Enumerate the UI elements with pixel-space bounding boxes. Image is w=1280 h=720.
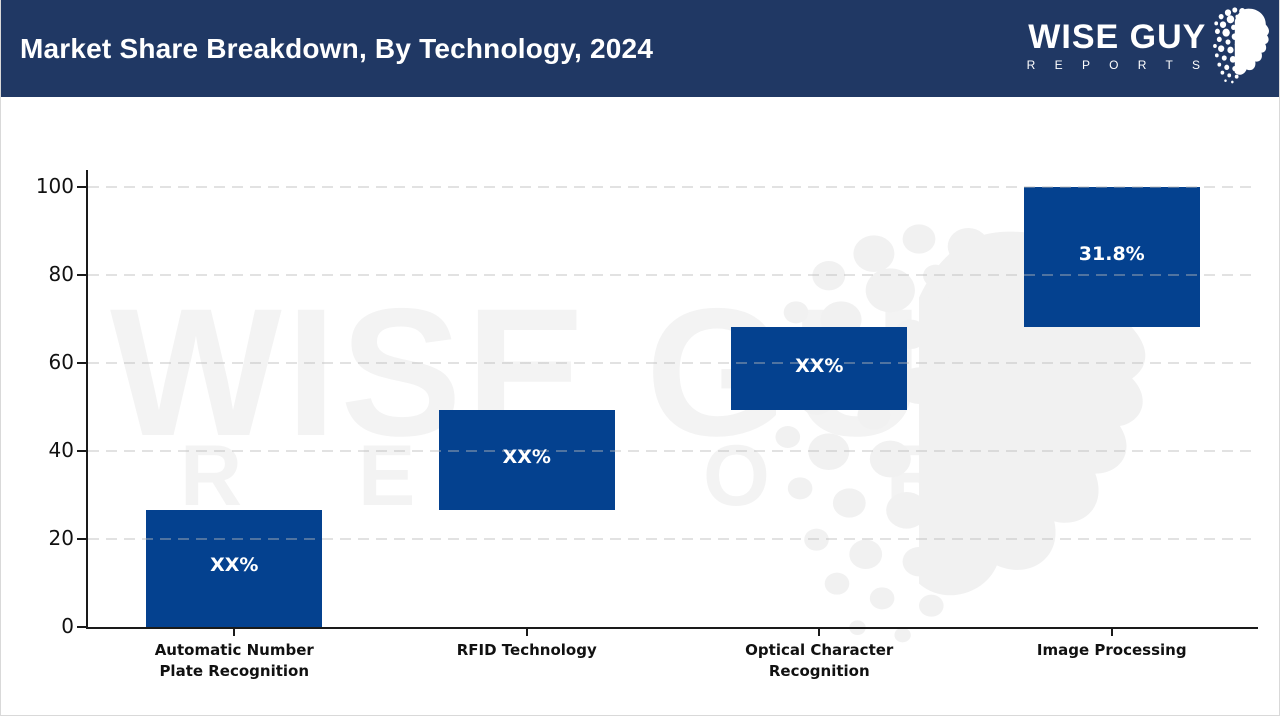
page-title: Market Share Breakdown, By Technology, 2… xyxy=(20,32,654,64)
x-category-label: Image Processing xyxy=(1036,641,1187,659)
header-bar: Market Share Breakdown, By Technology, 2… xyxy=(0,0,1280,97)
y-tick-mark xyxy=(77,538,86,540)
bar-value-label: XX% xyxy=(795,354,844,377)
gridline xyxy=(88,362,1258,364)
y-tick-label: 40 xyxy=(48,438,74,462)
y-tick-mark xyxy=(77,450,86,452)
gridline xyxy=(88,538,1258,540)
x-tick-mark xyxy=(233,629,236,636)
gridline xyxy=(88,274,1258,276)
x-axis-line xyxy=(86,627,1258,629)
bar-value-label: 31.8% xyxy=(1078,242,1145,265)
waterfall-bar xyxy=(1023,187,1200,327)
bar-value-label: XX% xyxy=(210,554,259,577)
brand-name: WISE GUY xyxy=(1028,18,1207,57)
y-tick-label: 0 xyxy=(61,614,74,638)
y-tick-label: 60 xyxy=(48,350,74,374)
waterfall-bar xyxy=(146,509,323,627)
y-tick-mark xyxy=(77,626,86,628)
y-axis-line xyxy=(86,170,88,629)
brand-logo-text: WISE GUY R E P O R T S xyxy=(1026,18,1208,72)
brand-subtitle: R E P O R T S xyxy=(1026,57,1208,72)
y-tick-label: 20 xyxy=(48,526,74,550)
waterfall-bar xyxy=(438,410,615,510)
brand-face-icon xyxy=(1213,7,1270,84)
y-tick-mark xyxy=(77,274,86,276)
x-tick-mark xyxy=(1110,629,1113,636)
x-category-label: RFID Technology xyxy=(456,641,597,659)
gridline xyxy=(88,186,1258,188)
y-tick-mark xyxy=(77,186,86,188)
x-tick-mark xyxy=(525,629,528,636)
y-tick-label: 100 xyxy=(35,174,74,198)
x-tick-mark xyxy=(818,629,821,636)
brand-logo: WISE GUY R E P O R T S xyxy=(1027,6,1272,86)
x-category-label: Automatic Number Plate Recognition xyxy=(154,641,314,680)
y-tick-mark xyxy=(77,362,86,364)
x-category-label: Optical Character Recognition xyxy=(745,641,894,680)
gridline xyxy=(88,450,1258,452)
y-tick-label: 80 xyxy=(48,262,74,286)
waterfall-chart: WISE GU R E P O R 020406080100XX%Automat… xyxy=(0,97,1280,717)
waterfall-bar xyxy=(731,326,908,411)
bar-value-label: XX% xyxy=(502,446,551,469)
